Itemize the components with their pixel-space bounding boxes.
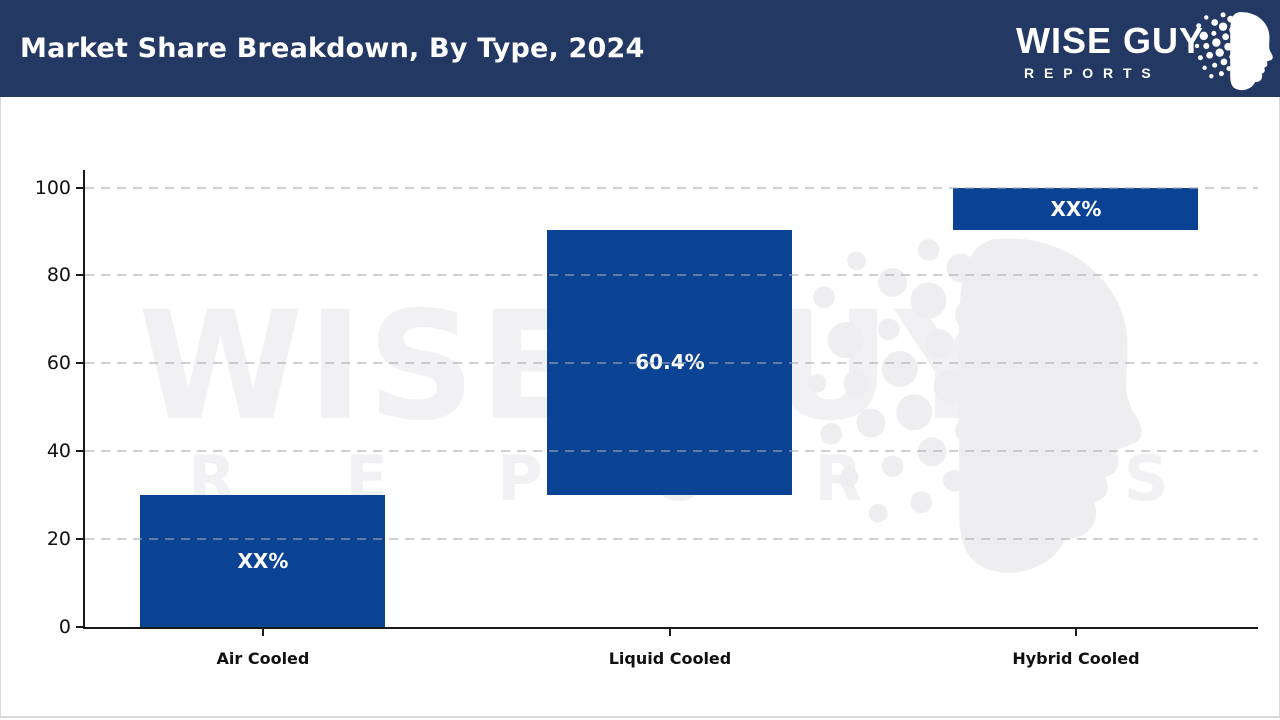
left-hairline (0, 97, 1, 717)
x-category-label: Air Cooled (216, 649, 310, 668)
y-tick-label: 20 (46, 528, 71, 551)
x-tick-mark (668, 629, 671, 636)
y-tick-mark (76, 450, 83, 453)
y-tick-mark (76, 626, 83, 628)
y-axis-spine (83, 170, 85, 629)
x-axis-spine (83, 627, 1258, 629)
bar-hybrid-cooled: XX% (953, 187, 1199, 230)
gridline-40 (85, 450, 1258, 453)
gridline-60 (85, 362, 1258, 365)
y-tick-mark (76, 274, 83, 277)
y-tick-mark (76, 186, 83, 189)
wise-guy-logo: WISE GUY R E P O R T S (1016, 12, 1273, 91)
bar-value-label: XX% (237, 549, 289, 574)
y-tick-label: 100 (34, 176, 71, 199)
x-category-label: Hybrid Cooled (1012, 649, 1140, 668)
y-tick-label: 60 (46, 352, 71, 375)
y-tick-label: 0 (58, 616, 71, 638)
bar-value-label: XX% (1050, 196, 1102, 221)
y-tick-mark (76, 362, 83, 365)
x-tick-mark (1074, 629, 1077, 636)
gridline-20 (85, 538, 1258, 541)
logo-wiseguy-text: WISE GUY (1016, 20, 1204, 61)
y-tick-mark (76, 538, 83, 541)
header-bar: Market Share Breakdown, By Type, 2024 WI… (0, 0, 1280, 97)
y-tick-label: 80 (46, 264, 71, 287)
bottom-hairline (0, 716, 1280, 718)
bar-air-cooled: XX% (140, 495, 386, 627)
x-category-label: Liquid Cooled (608, 649, 732, 668)
gridline-80 (85, 274, 1258, 277)
x-tick-mark (261, 629, 264, 636)
chart-title: Market Share Breakdown, By Type, 2024 (20, 33, 645, 64)
plot-area: 0 20 40 60 80 100 XX% 60.4% XX% Air Cooled Liquid … (35, 170, 1258, 668)
logo-reports-text: R E P O R T S (1024, 65, 1154, 81)
y-tick-label: 40 (46, 440, 71, 463)
gridline-100 (85, 186, 1258, 189)
